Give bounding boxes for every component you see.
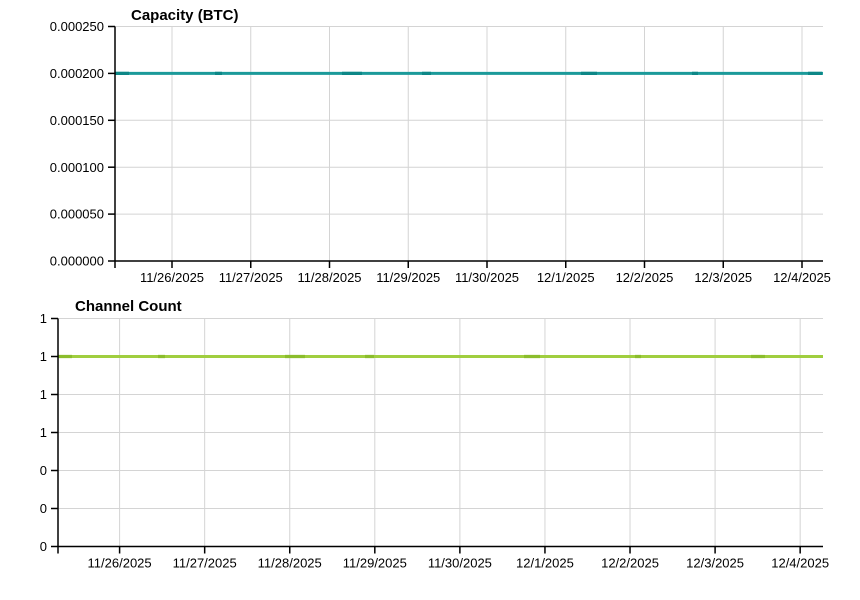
x-tick-label: 12/1/2025 (516, 556, 574, 571)
x-tick-label: 12/2/2025 (616, 270, 674, 285)
y-tick-label: 0 (40, 501, 47, 516)
y-tick-label: 0.000150 (50, 113, 104, 128)
y-tick-label: 0 (40, 539, 47, 554)
x-tick-label: 12/3/2025 (694, 270, 752, 285)
x-tick-label: 11/26/2025 (88, 556, 152, 571)
x-tick-label: 11/26/2025 (140, 270, 204, 285)
y-tick-label: 1 (40, 387, 47, 402)
y-tick-label: 0.000100 (50, 160, 104, 175)
x-tick-label: 12/4/2025 (773, 270, 831, 285)
y-tick-label: 1 (40, 311, 47, 326)
x-tick-label: 11/29/2025 (343, 556, 407, 571)
y-tick-label: 0.000200 (50, 66, 104, 81)
y-tick-label: 0 (40, 463, 47, 478)
capacity-btc-chart-title: Capacity (BTC) (131, 7, 239, 24)
channel-count-chart: 1 1 1 1 0 0 0 11/26/2025 11/27/2025 11/28/2025 11/… (40, 298, 829, 571)
x-tick-label: 11/28/2025 (258, 556, 322, 571)
y-tick-label: 0.000250 (50, 19, 104, 34)
x-tick-label: 11/27/2025 (173, 556, 237, 571)
y-tick-label: 1 (40, 425, 47, 440)
x-tick-label: 11/28/2025 (297, 270, 361, 285)
x-tick-label: 11/30/2025 (455, 270, 519, 285)
x-tick-label: 12/4/2025 (771, 556, 829, 571)
x-tick-label: 12/2/2025 (601, 556, 659, 571)
y-tick-label: 0.000000 (50, 254, 104, 269)
x-tick-label: 11/29/2025 (376, 270, 440, 285)
y-tick-label: 0.000050 (50, 207, 104, 222)
x-tick-label: 12/1/2025 (537, 270, 595, 285)
x-tick-label: 11/30/2025 (428, 556, 492, 571)
x-tick-label: 11/27/2025 (219, 270, 283, 285)
x-tick-label: 12/3/2025 (686, 556, 744, 571)
channel-count-chart-title: Channel Count (75, 298, 182, 315)
capacity-btc-chart: 0.000250 0.000200 0.000150 0.000100 0.000050… (50, 7, 831, 285)
y-tick-label: 1 (40, 349, 47, 364)
